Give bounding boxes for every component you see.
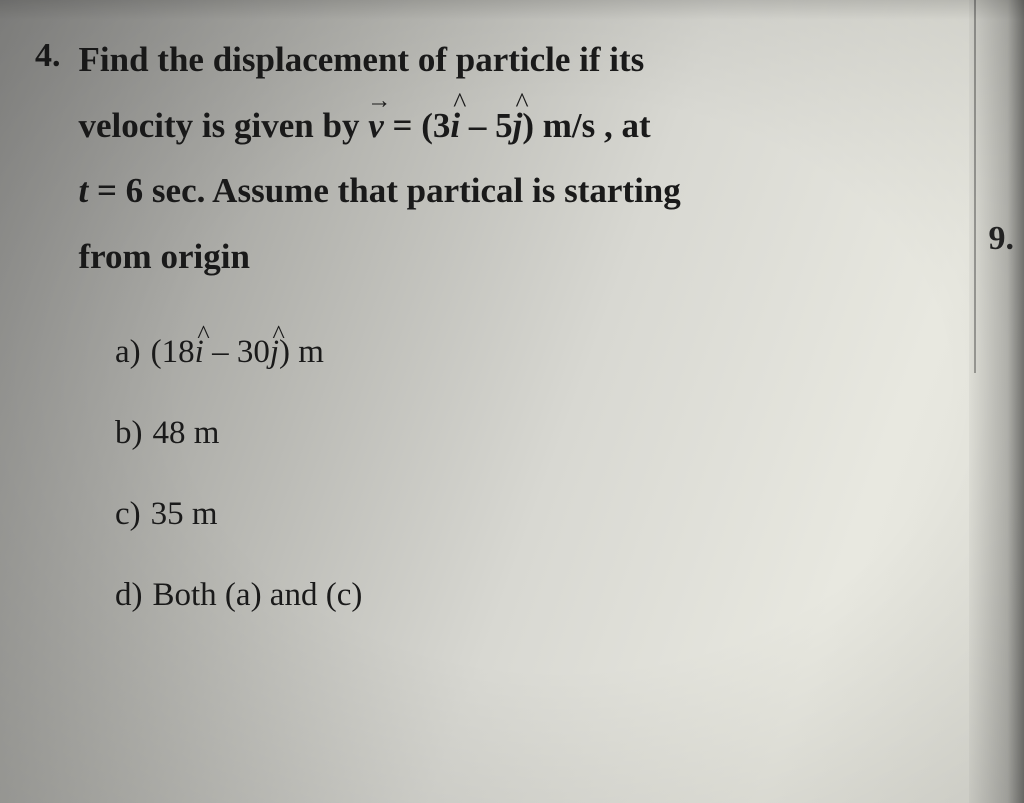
vector-v: v (368, 96, 384, 156)
option-c-text: 35 m (151, 496, 218, 532)
q-l3-post: = 6 sec. Assume that partical is startin… (88, 171, 681, 210)
question-line-3: t = 6 sec. Assume that partical is start… (79, 161, 980, 221)
opt-a-pre: (18 (151, 334, 195, 370)
options-list: a) (18i – 30j) m b) 48 m c) 35 m d) Both (a)… (115, 334, 979, 614)
q-l2-pre: velocity is given by (79, 106, 369, 145)
question-line-4: from origin (79, 227, 980, 287)
option-d-text: Both (a) and (c) (153, 577, 363, 613)
option-b-label: b) (115, 415, 143, 451)
opt-a-j: j (270, 334, 279, 371)
option-a-label: a) (115, 334, 141, 370)
unit-vector-i: i (450, 96, 460, 156)
q-l2-minus: – 5 (460, 106, 513, 145)
option-c: c) 35 m (115, 496, 979, 533)
opt-a-i: i (195, 334, 204, 371)
opt-a-mid: – 30 (204, 334, 270, 370)
page-top-shadow (0, 0, 1024, 20)
option-d: d) Both (a) and (c) (115, 577, 979, 614)
page: 4. Find the displacement of particle if … (0, 0, 1024, 803)
opt-a-post: ) m (279, 334, 324, 370)
q-l2-eq: = (3 (384, 106, 451, 145)
option-c-label: c) (115, 496, 141, 532)
question-line-2: velocity is given by v = (3i – 5j) m/s ,… (79, 96, 980, 156)
unit-vector-j: j (513, 96, 523, 156)
question-number: 4. (35, 30, 61, 81)
question-text: Find the displacement of particle if its… (79, 30, 980, 292)
option-b-text: 48 m (153, 415, 220, 451)
variable-t: t (79, 171, 89, 210)
next-question-marker: 9. (989, 220, 1015, 258)
question-block: 4. Find the displacement of particle if … (35, 30, 979, 292)
option-b: b) 48 m (115, 415, 979, 452)
option-d-label: d) (115, 577, 143, 613)
q-l2-unit: ) m/s , at (522, 106, 650, 145)
question-line-1: Find the displacement of particle if its (79, 30, 980, 90)
option-a: a) (18i – 30j) m (115, 334, 979, 371)
